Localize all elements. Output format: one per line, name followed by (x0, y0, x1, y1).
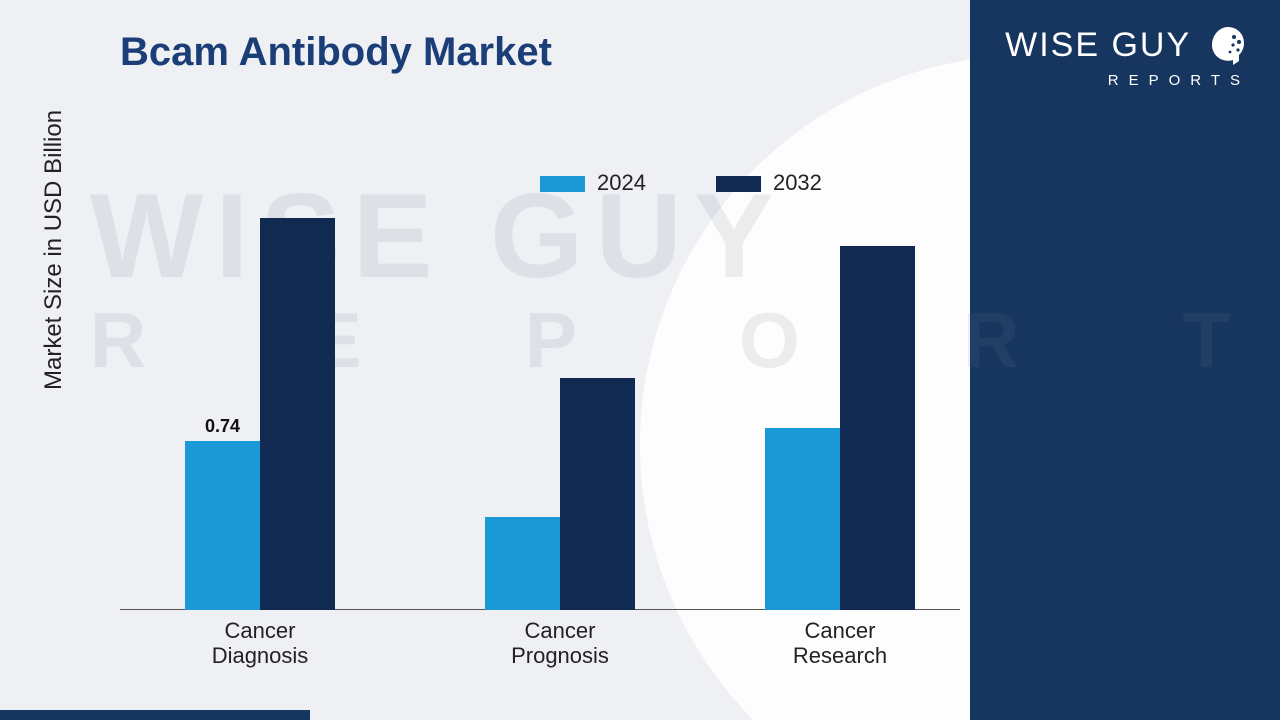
x-axis-label: CancerPrognosis (475, 618, 645, 669)
legend-label-2032: 2032 (773, 170, 822, 195)
data-label: 0.74 (193, 416, 253, 437)
plot-area: 0.74 (120, 200, 960, 610)
x-axis-label: CancerResearch (755, 618, 925, 669)
legend-item-2032: 2032 (716, 170, 822, 196)
legend-item-2024: 2024 (540, 170, 646, 196)
legend-label-2024: 2024 (597, 170, 646, 195)
legend-swatch-2032 (716, 176, 761, 192)
chart-stage: Bcam Antibody Market WISE GUY REPORTS WI… (0, 0, 1280, 720)
head-icon (1206, 25, 1250, 69)
brand-line1: WISE GUY (1005, 26, 1190, 64)
bar-2024-0 (185, 441, 260, 610)
brand-line2: REPORTS (1005, 73, 1250, 88)
bar-2032-1 (560, 378, 635, 610)
bar-2032-2 (840, 246, 915, 610)
y-axis-label: Market Size in USD Billion (40, 110, 68, 390)
bar-2032-0 (260, 218, 335, 610)
x-axis-label: CancerDiagnosis (175, 618, 345, 669)
bottom-accent-bar (0, 710, 310, 720)
bar-2024-1 (485, 517, 560, 610)
chart-title: Bcam Antibody Market (120, 30, 552, 75)
legend: 2024 2032 (540, 170, 822, 196)
legend-swatch-2024 (540, 176, 585, 192)
brand-logo: WISE GUY REPORTS (1005, 25, 1250, 88)
bar-2024-2 (765, 428, 840, 610)
